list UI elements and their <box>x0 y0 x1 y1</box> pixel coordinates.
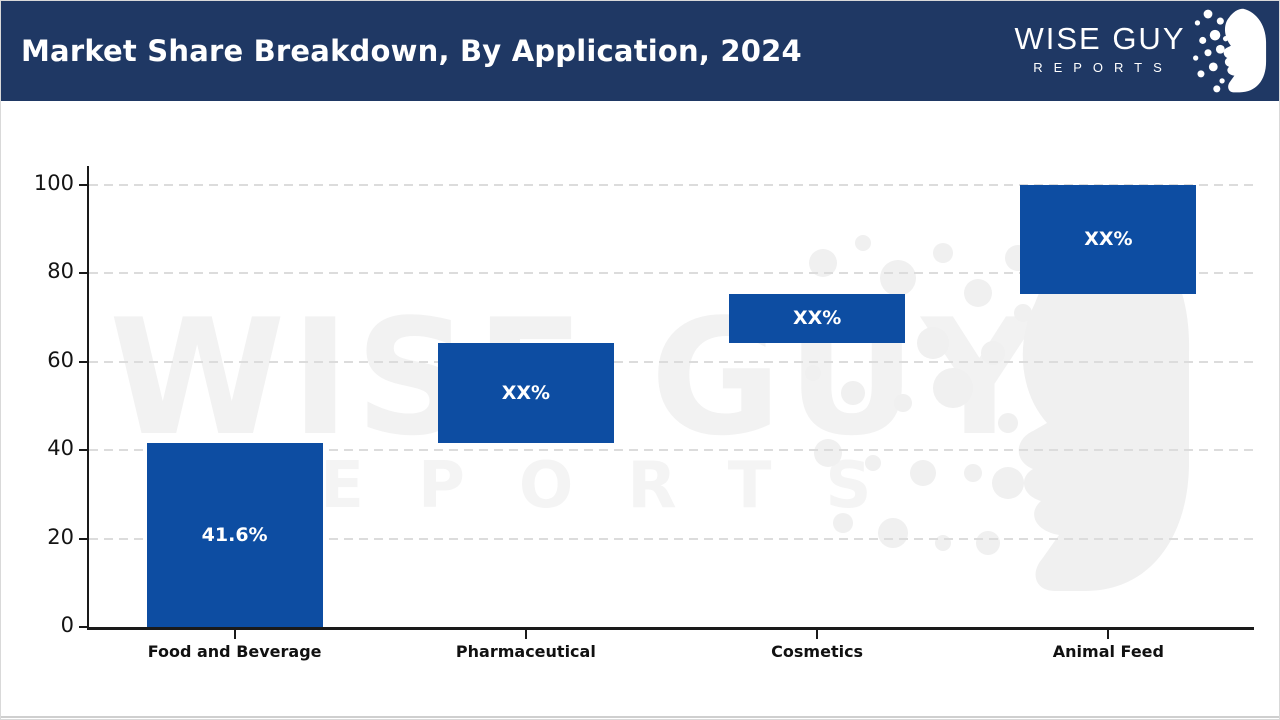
x-category-label-animal-feed: Animal Feed <box>1052 642 1164 661</box>
y-tick-label-80: 80 <box>47 259 74 284</box>
bar-value-label-pharmaceutical: XX% <box>501 382 551 405</box>
y-tick-label-0: 0 <box>60 613 74 637</box>
y-tick-label-100: 100 <box>33 171 74 195</box>
y-tick-label-60: 60 <box>47 347 74 372</box>
logo-wordmark: WISE GUY <box>1014 21 1186 56</box>
y-tick-label-20: 20 <box>47 524 74 549</box>
gridline-100 <box>89 184 1254 186</box>
gridline-60 <box>89 360 1254 363</box>
x-axis <box>87 627 1254 630</box>
x-tick-animal-feed <box>1107 630 1110 639</box>
y-tick-40 <box>79 449 88 452</box>
y-tick-20 <box>79 537 88 540</box>
bar-food-and-beverage: 41.6% <box>146 443 323 627</box>
logo-text: WISE GUY REPORTS <box>1011 21 1189 75</box>
y-tick-label-40: 40 <box>47 436 74 461</box>
gridline-20 <box>89 537 1254 540</box>
x-tick-pharmaceutical <box>524 630 527 639</box>
header-bar: Market Share Breakdown, By Application, … <box>1 1 1279 101</box>
x-category-label-pharmaceutical: Pharmaceutical <box>455 642 596 661</box>
x-category-label-food-and-beverage: Food and Beverage <box>147 642 322 661</box>
wiseguy-face-icon <box>1193 8 1267 93</box>
y-tick-80 <box>79 272 88 275</box>
bar-cosmetics: XX% <box>729 293 906 344</box>
wiseguy-logo: WISE GUY REPORTS <box>1011 7 1273 95</box>
bar-value-label-cosmetics: XX% <box>792 307 842 330</box>
bar-value-label-food-and-beverage: 41.6% <box>201 524 268 547</box>
gridline-80 <box>89 272 1254 275</box>
bar-pharmaceutical: XX% <box>437 343 614 444</box>
y-tick-100 <box>79 184 88 186</box>
y-axis <box>87 166 89 630</box>
bar-animal-feed: XX% <box>1020 185 1197 294</box>
y-tick-60 <box>79 360 88 363</box>
bar-value-label-animal-feed: XX% <box>1084 228 1133 251</box>
gridline-40 <box>89 449 1254 452</box>
bottom-divider <box>1 716 1279 718</box>
x-category-label-cosmetics: Cosmetics <box>771 642 864 661</box>
y-tick-0 <box>79 626 88 628</box>
x-tick-food-and-beverage <box>233 630 236 639</box>
x-tick-cosmetics <box>816 630 819 639</box>
logo-subtitle: REPORTS <box>1033 60 1173 75</box>
page-title: Market Share Breakdown, By Application, … <box>21 34 802 68</box>
